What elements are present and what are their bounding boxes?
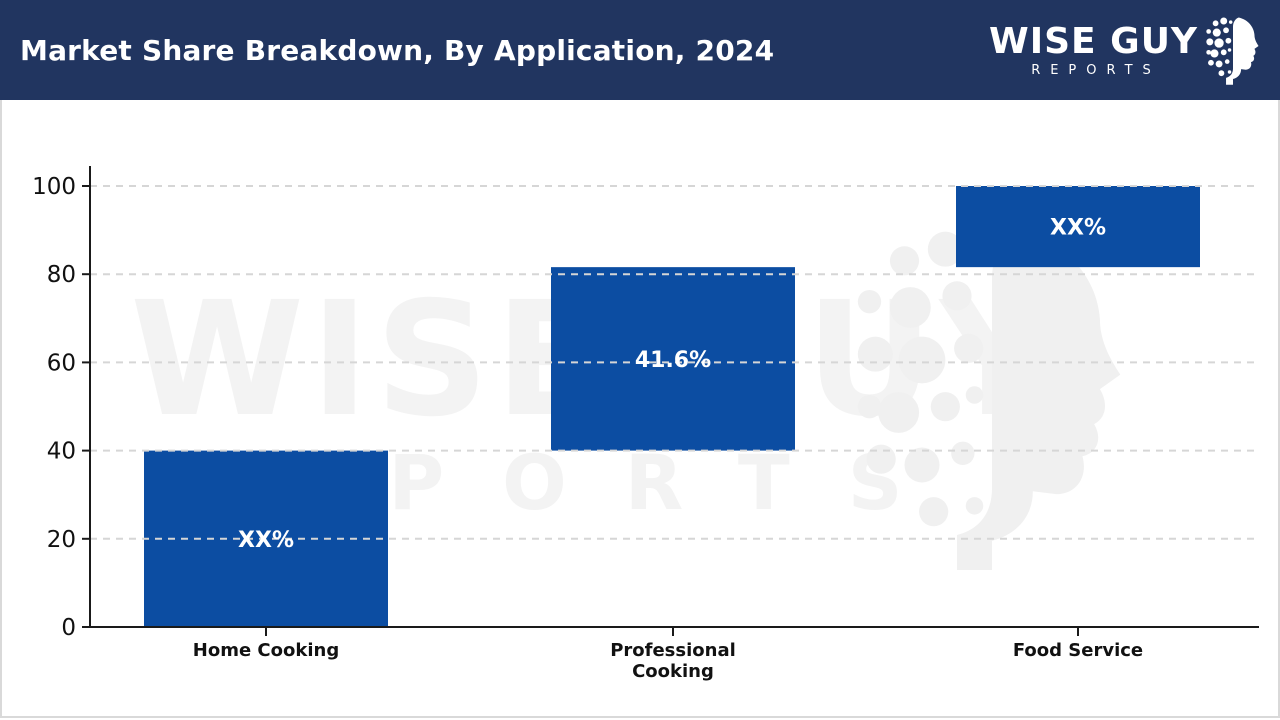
logo-brand-text: WISE GUY xyxy=(988,20,1198,62)
y-tick-label: 60 xyxy=(47,350,76,376)
bar-professional-cooking xyxy=(551,267,795,451)
logo-text: WISE GUY REPORTS xyxy=(988,20,1198,78)
x-category-label: Professional xyxy=(610,640,736,661)
logo-sub-text: REPORTS xyxy=(1031,62,1161,78)
brand-logo: WISE GUY REPORTS xyxy=(989,9,1262,91)
y-tick-label: 80 xyxy=(47,262,76,288)
bar-value-label: XX% xyxy=(238,528,294,553)
chart-panel: WISE GUY REPORTS 0 20 40 60 80 100 Home Cookin… xyxy=(0,100,1280,718)
wiseguy-face-icon xyxy=(1204,9,1262,91)
bar-food-service xyxy=(956,186,1200,268)
x-category-label: Food Service xyxy=(1013,640,1143,661)
header-bar: Market Share Breakdown, By Application, … xyxy=(0,0,1280,100)
y-tick-label: 100 xyxy=(32,174,76,200)
bar-value-label: XX% xyxy=(1050,216,1106,241)
y-tick-label: 40 xyxy=(47,439,76,465)
page-title: Market Share Breakdown, By Application, … xyxy=(20,33,775,67)
waterfall-chart: 0 20 40 60 80 100 Home Cooking ProfessionalCook… xyxy=(32,166,1259,682)
y-tick-label: 20 xyxy=(47,527,76,553)
bar-value-label: 41.6% xyxy=(635,348,711,373)
x-category-label: Home Cooking xyxy=(193,640,339,661)
x-category-label: Cooking xyxy=(632,661,714,682)
y-tick-label: 0 xyxy=(61,615,76,641)
